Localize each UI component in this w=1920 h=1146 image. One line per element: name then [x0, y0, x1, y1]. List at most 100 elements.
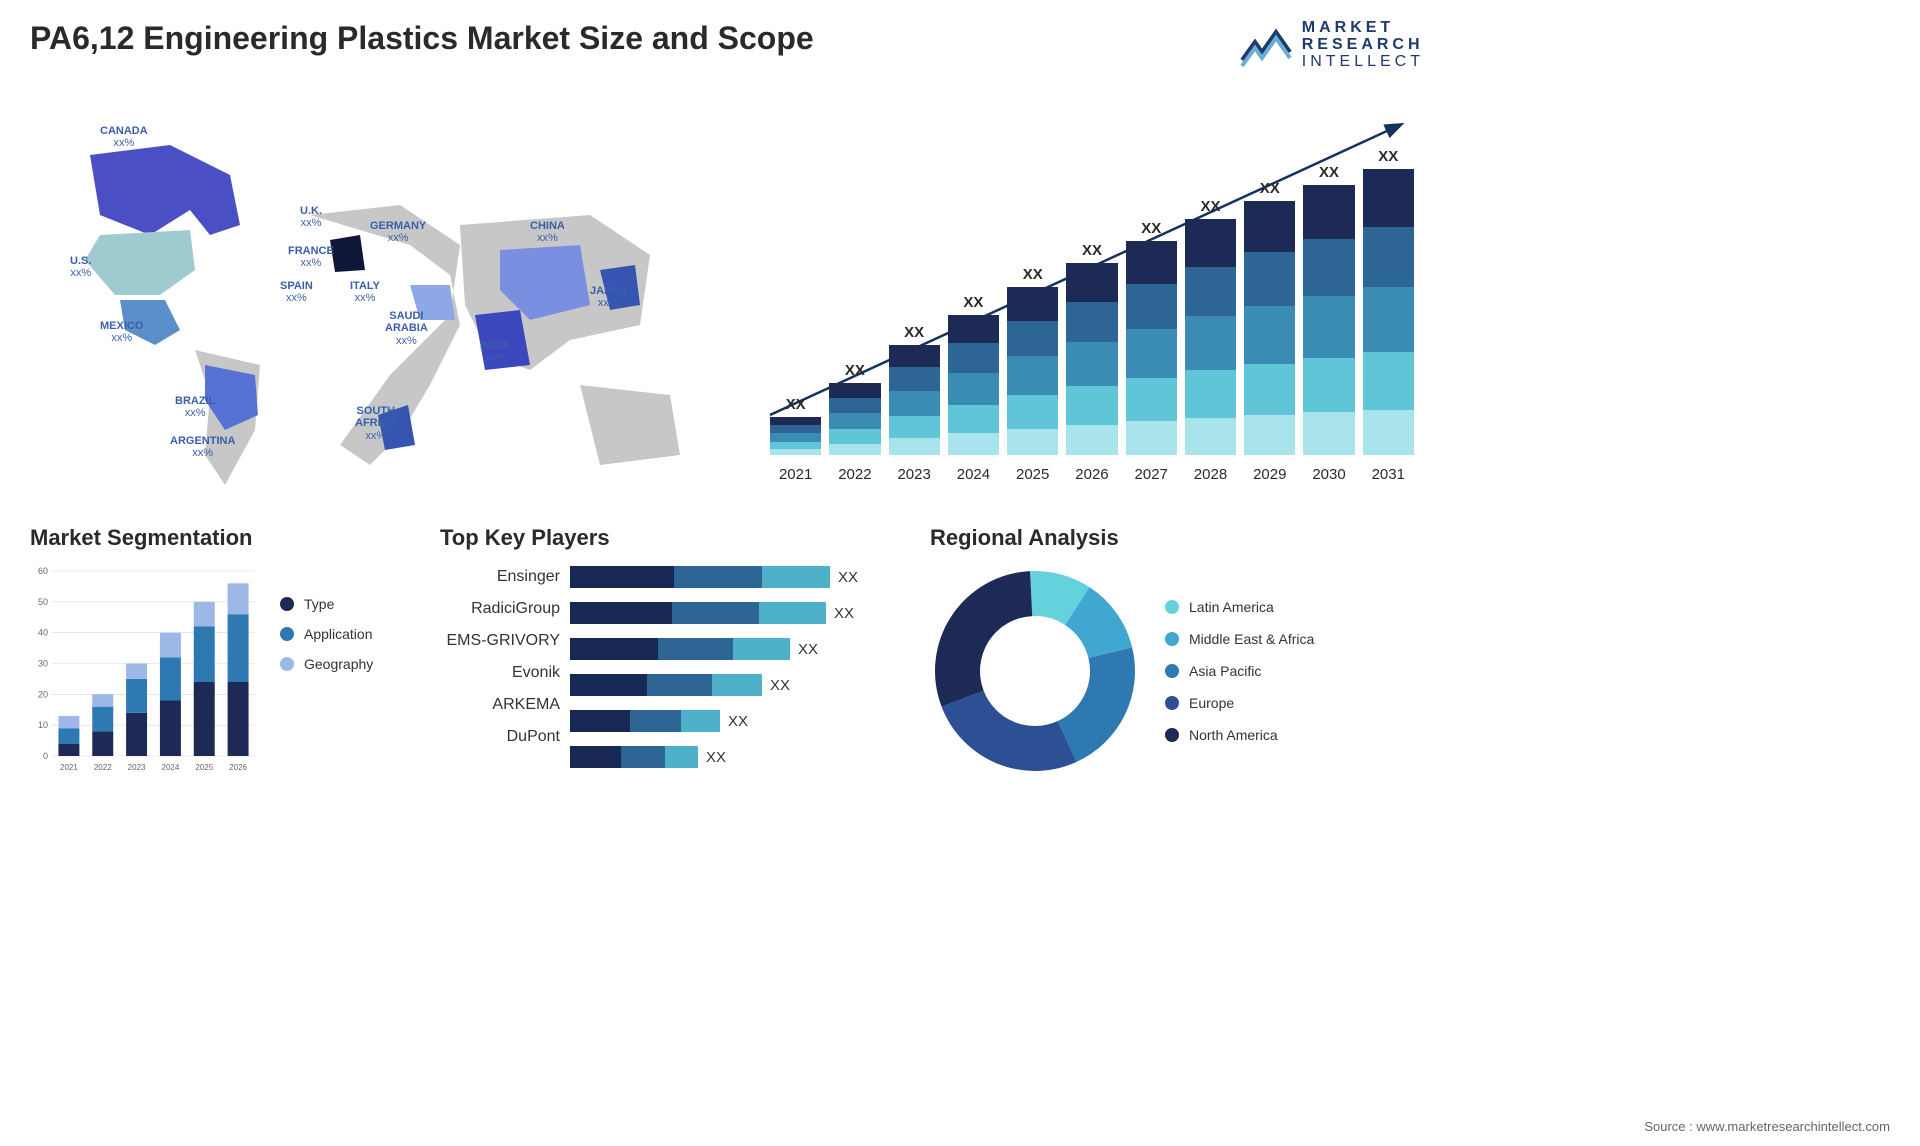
legend-label: Type [304, 596, 334, 612]
growth-bar: XX [1126, 220, 1177, 455]
legend-dot-icon [1165, 696, 1179, 710]
regional-legend-item: Europe [1165, 695, 1314, 711]
growth-bar-label: XX [786, 396, 806, 413]
country-label: JAPANxx% [590, 285, 626, 309]
player-bar-row: XX [570, 746, 900, 768]
growth-x-label: 2027 [1126, 466, 1177, 483]
svg-text:2024: 2024 [162, 763, 180, 772]
bottom-section: Market Segmentation 01020304050602021202… [30, 525, 1424, 776]
growth-bar-label: XX [1200, 198, 1220, 215]
growth-bar-label: XX [963, 294, 983, 311]
player-name: DuPont [440, 728, 560, 746]
player-name: RadiciGroup [440, 600, 560, 618]
growth-bar-label: XX [1023, 266, 1043, 283]
player-bar-row: XX [570, 602, 900, 624]
player-value: XX [838, 569, 858, 586]
legend-label: Europe [1189, 695, 1234, 711]
legend-label: Application [304, 626, 373, 642]
seg-legend-item: Type [280, 596, 373, 612]
country-label: SPAINxx% [280, 280, 313, 304]
legend-label: Middle East & Africa [1189, 631, 1314, 647]
player-bar-row: XX [570, 674, 900, 696]
svg-text:2023: 2023 [128, 763, 146, 772]
svg-text:0: 0 [43, 751, 48, 761]
legend-dot-icon [280, 627, 294, 641]
regional-legend: Latin America Middle East & Africa Asia Pa… [1165, 599, 1314, 743]
growth-bar-label: XX [845, 362, 865, 379]
svg-text:10: 10 [38, 721, 48, 731]
country-label: FRANCExx% [288, 245, 334, 269]
world-map: CANADAxx%U.S.xx%MEXICOxx%BRAZILxx%ARGENT… [30, 95, 710, 495]
regional-legend-item: Asia Pacific [1165, 663, 1314, 679]
growth-bar: XX [1007, 266, 1058, 455]
country-label: SAUDIARABIAxx% [385, 310, 428, 346]
player-name: Evonik [440, 664, 560, 682]
legend-dot-icon [280, 597, 294, 611]
growth-x-label: 2026 [1066, 466, 1117, 483]
growth-x-label: 2022 [829, 466, 880, 483]
country-label: BRAZILxx% [175, 395, 215, 419]
growth-x-label: 2031 [1363, 466, 1414, 483]
growth-bar-label: XX [1319, 164, 1339, 181]
page-title: PA6,12 Engineering Plastics Market Size … [30, 20, 814, 57]
growth-bar: XX [770, 396, 821, 455]
country-label: U.S.xx% [70, 255, 91, 279]
growth-bar-label: XX [904, 324, 924, 341]
growth-bar-label: XX [1082, 242, 1102, 259]
segmentation-panel: Market Segmentation 01020304050602021202… [30, 525, 410, 776]
svg-text:2022: 2022 [94, 763, 112, 772]
growth-bar-label: XX [1378, 148, 1398, 165]
svg-text:2021: 2021 [60, 763, 78, 772]
player-value: XX [798, 641, 818, 658]
players-title: Top Key Players [440, 525, 900, 551]
svg-text:40: 40 [38, 628, 48, 638]
growth-bar-label: XX [1260, 180, 1280, 197]
header: PA6,12 Engineering Plastics Market Size … [30, 20, 1424, 70]
legend-dot-icon [1165, 664, 1179, 678]
country-label: INDIAxx% [480, 340, 510, 364]
legend-dot-icon [1165, 728, 1179, 742]
regional-title: Regional Analysis [930, 525, 1424, 551]
seg-title: Market Segmentation [30, 525, 410, 551]
svg-text:30: 30 [38, 659, 48, 669]
seg-legend: Type Application Geography [280, 566, 373, 776]
player-value: XX [834, 605, 854, 622]
legend-dot-icon [1165, 600, 1179, 614]
country-label: ARGENTINAxx% [170, 435, 235, 459]
player-value: XX [706, 749, 726, 766]
seg-svg: 0102030405060202120222023202420252026 [30, 566, 260, 776]
player-name: ARKEMA [440, 696, 560, 714]
logo-icon [1238, 20, 1294, 70]
growth-bar: XX [889, 324, 940, 455]
svg-text:2026: 2026 [229, 763, 247, 772]
regional-legend-item: Latin America [1165, 599, 1314, 615]
growth-bar: XX [1244, 180, 1295, 455]
regional-panel: Regional Analysis Latin America Middle Ea… [930, 525, 1424, 776]
players-panel: Top Key Players EnsingerRadiciGroupEMS-G… [440, 525, 900, 776]
seg-legend-item: Geography [280, 656, 373, 672]
country-label: GERMANYxx% [370, 220, 426, 244]
player-bar-row: XX [570, 566, 900, 588]
country-label: CHINAxx% [530, 220, 565, 244]
legend-dot-icon [1165, 632, 1179, 646]
legend-label: Latin America [1189, 599, 1274, 615]
growth-x-label: 2028 [1185, 466, 1236, 483]
country-label: ITALYxx% [350, 280, 380, 304]
svg-text:20: 20 [38, 690, 48, 700]
svg-text:2025: 2025 [195, 763, 213, 772]
regional-legend-item: North America [1165, 727, 1314, 743]
growth-bar: XX [1363, 148, 1414, 455]
growth-x-label: 2024 [948, 466, 999, 483]
logo: MARKET RESEARCH INTELLECT [1238, 20, 1424, 70]
legend-label: Asia Pacific [1189, 663, 1261, 679]
growth-x-label: 2030 [1303, 466, 1354, 483]
player-bars: XXXXXXXXXXXX [570, 566, 900, 768]
legend-dot-icon [280, 657, 294, 671]
donut-chart [930, 566, 1140, 776]
country-label: SOUTHAFRICAxx% [355, 405, 397, 441]
player-name: Ensinger [440, 568, 560, 586]
top-section: CANADAxx%U.S.xx%MEXICOxx%BRAZILxx%ARGENT… [30, 95, 1424, 495]
growth-bar: XX [1303, 164, 1354, 455]
legend-label: North America [1189, 727, 1278, 743]
growth-bar: XX [1185, 198, 1236, 455]
